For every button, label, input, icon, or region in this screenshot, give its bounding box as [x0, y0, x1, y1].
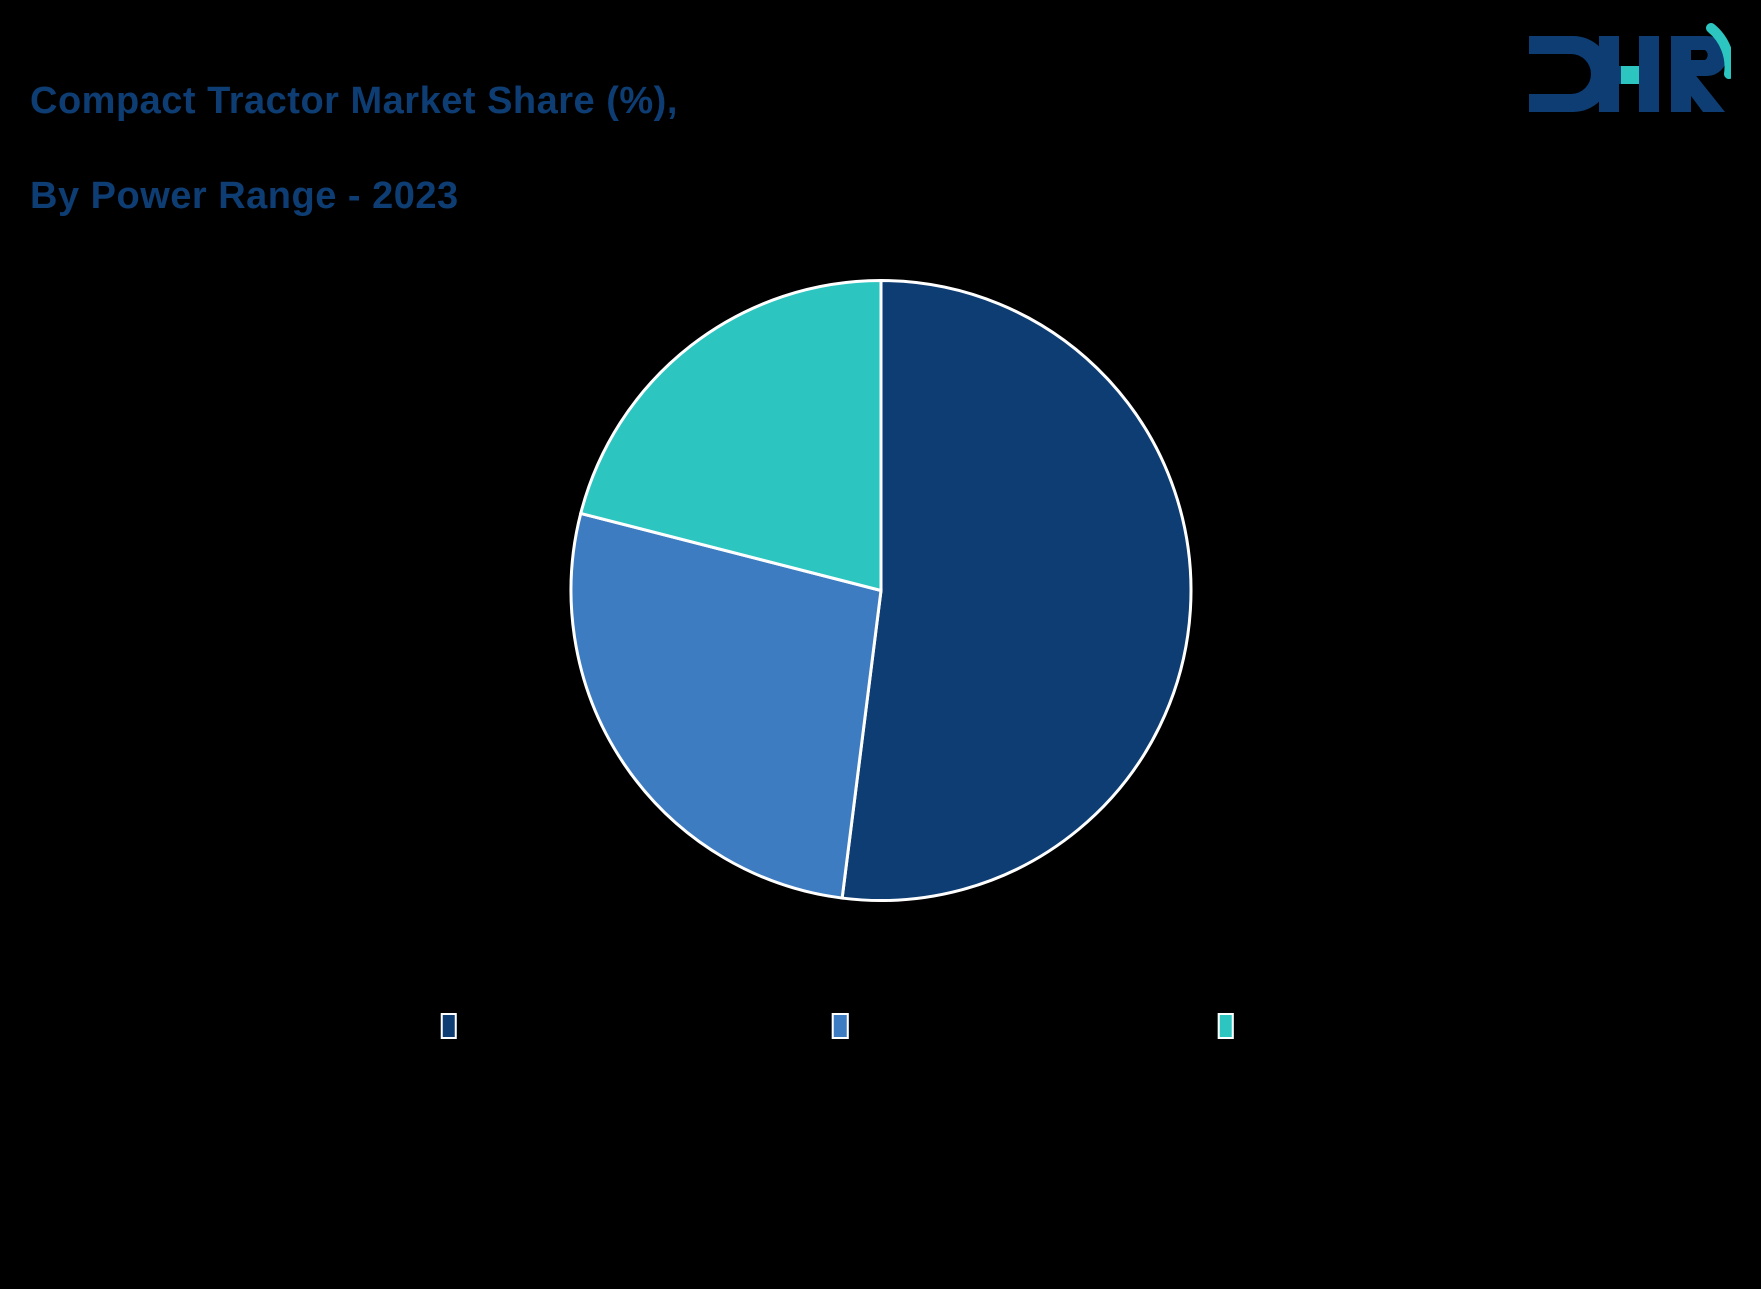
title-line-1: Compact Tractor Market Share (%),: [30, 80, 678, 122]
dhr-logo: [1521, 20, 1731, 135]
title-line-2: By Power Range - 2023: [30, 175, 459, 217]
chart-title: Compact Tractor Market Share (%), By Pow…: [30, 30, 678, 220]
legend-item-0: Below 30 HP: [440, 1000, 542, 1052]
legend-item-2: Above 40 HP: [1217, 1000, 1320, 1052]
legend-swatch-2: [1217, 1013, 1234, 1039]
legend-label-2: Above 40 HP: [1246, 1000, 1321, 1052]
chart-container: Compact Tractor Market Share (%), By Pow…: [0, 0, 1761, 1289]
legend-label-1: 30 to 40 HP: [861, 1000, 928, 1052]
legend: Below 30 HP 30 to 40 HP Above 40 HP: [440, 1000, 1321, 1052]
legend-label-0: Below 30 HP: [469, 1000, 542, 1052]
legend-item-1: 30 to 40 HP: [832, 1000, 927, 1052]
legend-swatch-1: [832, 1013, 849, 1039]
pie-slice-0: [842, 280, 1191, 900]
pie-chart: [561, 270, 1201, 915]
legend-swatch-0: [440, 1013, 457, 1039]
